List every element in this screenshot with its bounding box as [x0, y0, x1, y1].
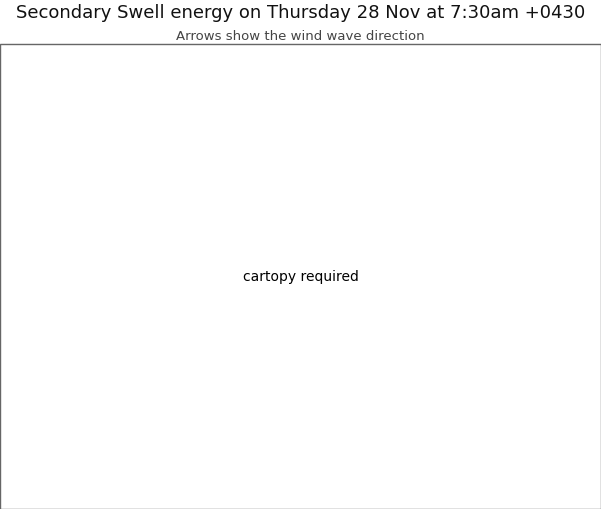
Text: cartopy required: cartopy required [243, 270, 358, 284]
Text: Secondary Swell energy on Thursday 28 Nov at 7:30am +0430: Secondary Swell energy on Thursday 28 No… [16, 5, 585, 22]
Text: Arrows show the wind wave direction: Arrows show the wind wave direction [176, 30, 425, 43]
